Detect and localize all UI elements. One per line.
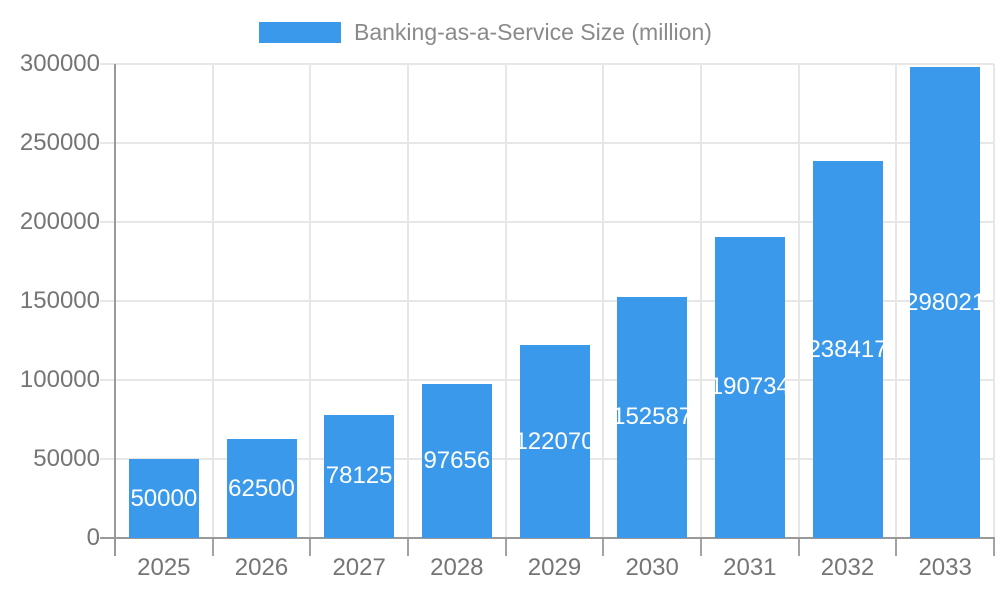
x-gridline xyxy=(993,64,995,538)
y-gridline xyxy=(115,142,994,144)
bar-value-label: 152587 xyxy=(617,403,688,431)
bar-value-label: 122070 xyxy=(519,427,590,455)
x-gridline xyxy=(211,64,214,538)
bar-value-label: 238417 xyxy=(812,335,883,363)
x-axis-tick xyxy=(602,538,605,556)
x-axis-tick xyxy=(700,538,702,556)
bar-2027[interactable]: 78125 xyxy=(324,414,395,538)
x-gridline xyxy=(895,64,898,538)
y-axis-tick xyxy=(100,379,115,381)
bar-value-label: 190734 xyxy=(714,373,785,401)
y-axis-tick xyxy=(100,63,115,65)
x-gridline xyxy=(700,64,702,538)
legend-label: Banking-as-a-Service Size (million) xyxy=(354,19,712,45)
y-axis-tick xyxy=(100,142,115,144)
y-axis-line xyxy=(114,64,116,556)
x-axis-tick xyxy=(407,538,409,556)
legend-item[interactable]: Banking-as-a-Service Size (million) xyxy=(259,19,712,45)
legend-swatch xyxy=(259,21,341,43)
bar-2033[interactable]: 298021 xyxy=(910,67,981,538)
x-axis-tick xyxy=(797,538,800,556)
y-axis-tick xyxy=(100,221,115,223)
y-gridline xyxy=(115,221,994,223)
y-axis-label: 300000 xyxy=(19,50,100,77)
bar-2029[interactable]: 122070 xyxy=(519,345,590,538)
y-axis-label: 100000 xyxy=(19,366,100,393)
x-axis-label: 2033 xyxy=(918,554,972,581)
y-axis-label: 200000 xyxy=(19,208,100,235)
y-axis-tick xyxy=(100,300,115,302)
x-gridline xyxy=(309,64,312,538)
x-gridline xyxy=(504,64,507,538)
bar-2031[interactable]: 190734 xyxy=(714,236,785,538)
x-axis-tick xyxy=(895,538,898,556)
x-axis-tick xyxy=(993,538,995,556)
y-axis-label: 150000 xyxy=(19,287,100,314)
y-axis-tick xyxy=(100,537,115,539)
bar-2032[interactable]: 238417 xyxy=(812,161,883,538)
y-axis-label: 250000 xyxy=(19,129,100,156)
x-axis-label: 2027 xyxy=(332,554,386,581)
x-axis-label: 2030 xyxy=(625,554,679,581)
x-axis-line xyxy=(114,537,995,539)
bar-value-label: 78125 xyxy=(325,462,393,490)
x-axis-tick xyxy=(504,538,507,556)
y-gridline xyxy=(115,63,994,65)
x-axis-label: 2031 xyxy=(723,554,777,581)
x-axis-label: 2026 xyxy=(234,554,289,581)
bar-value-label: 97656 xyxy=(423,446,491,474)
x-axis-label: 2028 xyxy=(430,554,484,581)
bar-value-label: 62500 xyxy=(228,474,295,502)
bar-value-label: 298021 xyxy=(910,288,981,316)
y-axis-tick xyxy=(100,458,115,460)
x-gridline xyxy=(797,64,800,538)
y-axis-label: 50000 xyxy=(33,445,100,472)
x-gridline xyxy=(407,64,409,538)
bar-2026[interactable]: 62500 xyxy=(226,439,297,538)
y-axis-label: 0 xyxy=(86,524,100,551)
x-axis-tick xyxy=(211,538,214,556)
bar-value-label: 50000 xyxy=(130,484,198,512)
bar-2028[interactable]: 97656 xyxy=(421,383,492,538)
x-axis-label: 2025 xyxy=(137,554,191,581)
x-axis-label: 2029 xyxy=(527,554,582,581)
x-gridline xyxy=(602,64,605,538)
x-axis-label: 2032 xyxy=(820,554,875,581)
y-gridline xyxy=(115,300,994,302)
bar-2025[interactable]: 50000 xyxy=(128,459,199,538)
bar-2030[interactable]: 152587 xyxy=(617,296,688,538)
x-axis-tick xyxy=(309,538,312,556)
